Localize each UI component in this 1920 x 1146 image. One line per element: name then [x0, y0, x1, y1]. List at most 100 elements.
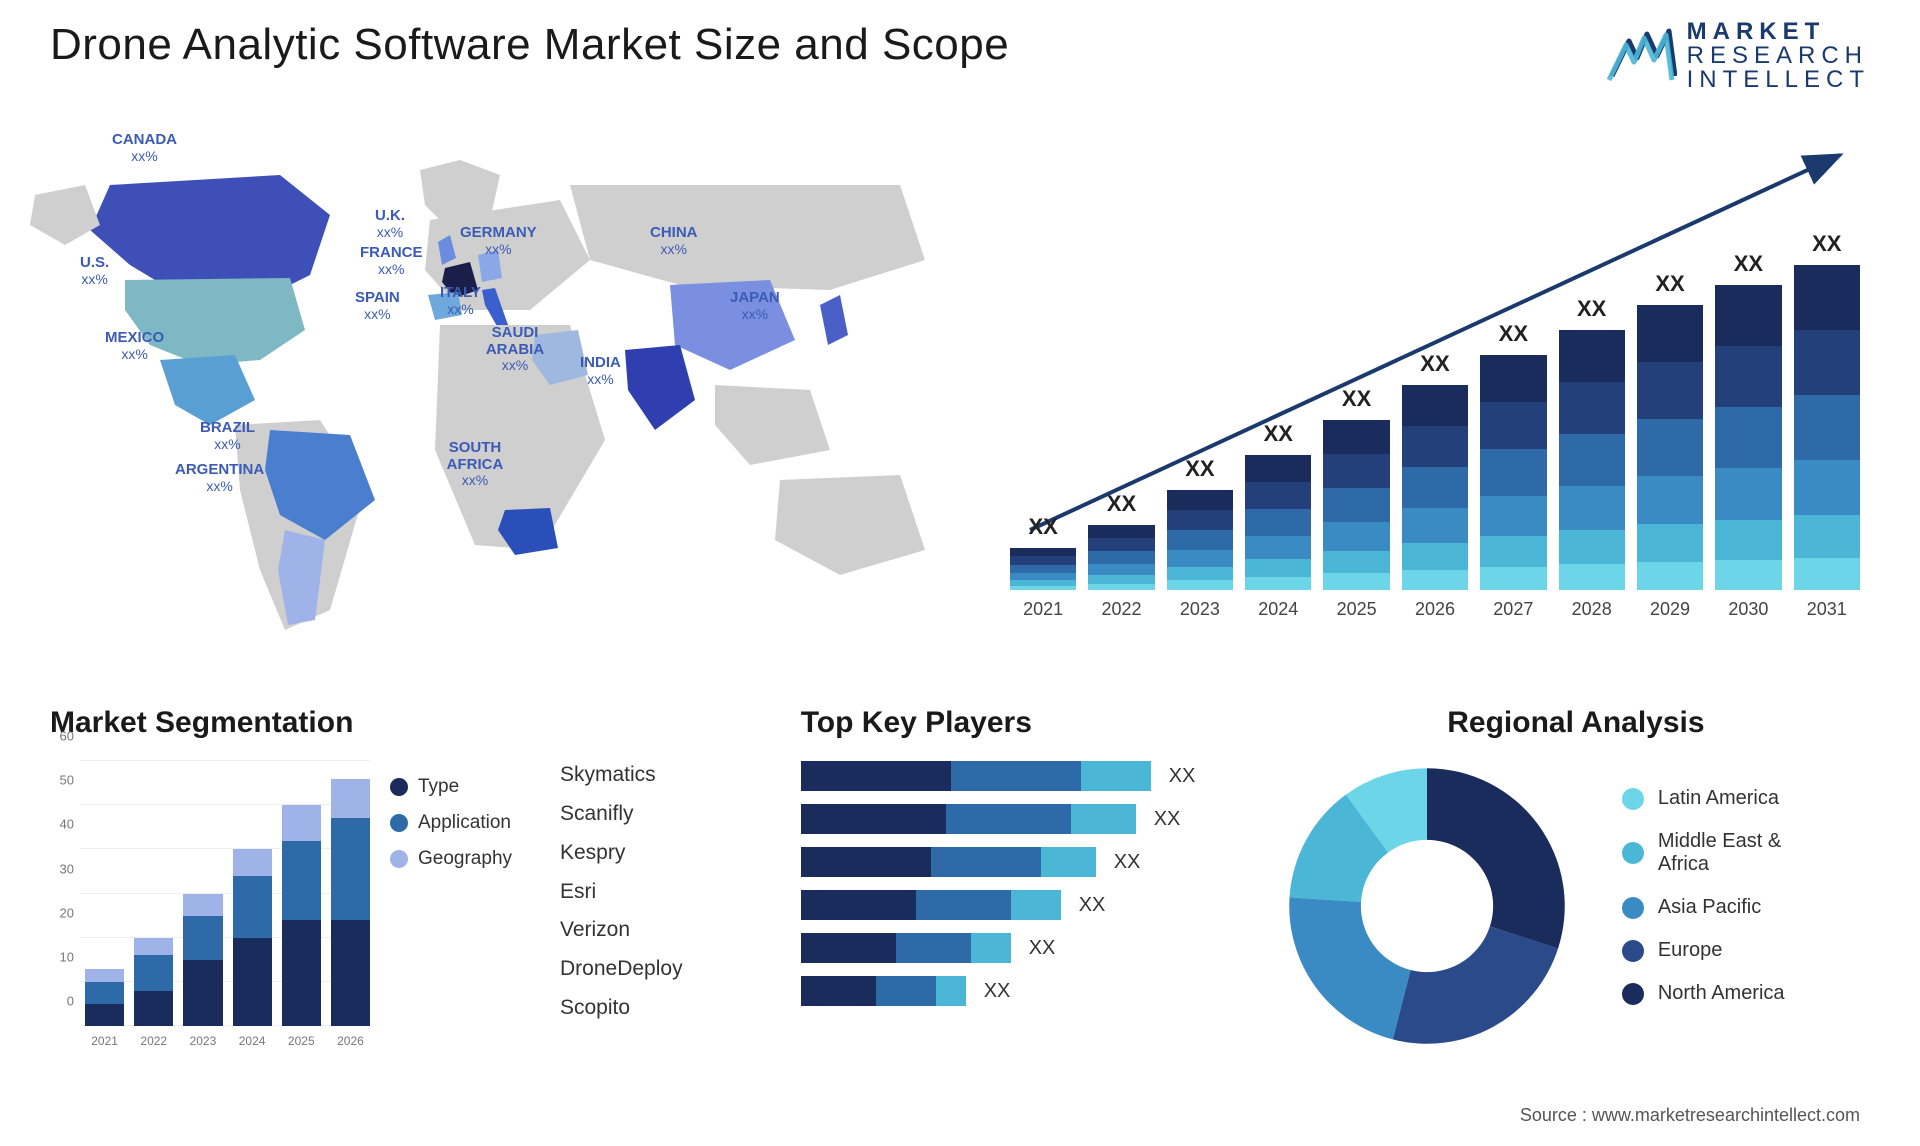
growth-value-label: XX: [1655, 271, 1684, 297]
player-value-label: XX: [1154, 808, 1181, 831]
growth-seg: [1715, 468, 1781, 520]
seg-ytick: 60: [60, 729, 74, 744]
key-players-chart: XXXXXXXXXXXX: [801, 761, 1281, 1006]
player-seg: [896, 933, 971, 963]
logo-line2: RESEARCH: [1687, 44, 1870, 68]
growth-bar-2024: XX2024: [1245, 455, 1311, 590]
player-bar-row: XX: [801, 890, 1281, 920]
growth-seg: [1245, 536, 1311, 559]
seg-ytick: 30: [60, 861, 74, 876]
map-label-brazil: BRAZILxx%: [200, 420, 255, 453]
growth-value-label: XX: [1342, 386, 1371, 412]
growth-value-label: XX: [1499, 321, 1528, 347]
map-label-china: CHINAxx%: [650, 225, 698, 258]
growth-bar-2021: XX2021: [1010, 548, 1076, 590]
seg-bar-2022: 2022: [134, 938, 173, 1026]
player-seg: [801, 890, 916, 920]
map-label-argentina: ARGENTINAxx%: [175, 462, 264, 495]
player-name: Esri: [560, 873, 683, 912]
growth-seg: [1088, 525, 1154, 538]
seg-seg: [233, 876, 272, 938]
growth-seg: [1167, 580, 1233, 590]
donut-legend-item: Latin America: [1622, 787, 1785, 810]
seg-legend-item: Type: [390, 776, 512, 798]
map-region-india: [625, 345, 695, 430]
growth-seg: [1402, 570, 1468, 591]
donut-slice-europe: [1393, 926, 1558, 1043]
player-name: Scanifly: [560, 795, 683, 834]
growth-seg: [1402, 543, 1468, 570]
player-seg: [1011, 890, 1061, 920]
player-seg: [936, 976, 966, 1006]
growth-seg: [1794, 395, 1860, 460]
seg-seg: [134, 938, 173, 956]
growth-seg: [1480, 355, 1546, 402]
growth-seg: [1794, 515, 1860, 557]
growth-seg: [1010, 573, 1076, 580]
donut-legend-item: North America: [1622, 982, 1785, 1005]
seg-seg: [134, 991, 173, 1026]
growth-seg: [1245, 455, 1311, 482]
seg-seg: [183, 894, 222, 916]
growth-seg: [1010, 548, 1076, 556]
growth-bar-2030: XX2030: [1715, 285, 1781, 590]
segmentation-legend: TypeApplicationGeography: [390, 776, 512, 884]
growth-seg: [1088, 575, 1154, 583]
seg-seg: [282, 805, 321, 840]
player-value-label: XX: [1029, 937, 1056, 960]
seg-xlabel: 2021: [85, 1034, 124, 1048]
growth-bar-2023: XX2023: [1167, 490, 1233, 590]
map-region-russia-gray: [570, 185, 925, 290]
growth-bar-2027: XX2027: [1480, 355, 1546, 590]
growth-seg: [1167, 567, 1233, 580]
players-list: SkymaticsScaniflyKespryEsriVerizonDroneD…: [560, 756, 683, 1028]
growth-seg: [1637, 419, 1703, 476]
growth-seg: [1010, 556, 1076, 564]
seg-xlabel: 2022: [134, 1034, 173, 1048]
logo-line1: MARKET: [1687, 20, 1870, 44]
map-label-u-k-: U.K.xx%: [375, 208, 405, 241]
map-label-germany: GERMANYxx%: [460, 225, 537, 258]
growth-bar-2029: XX2029: [1637, 305, 1703, 590]
growth-seg: [1323, 488, 1389, 522]
donut-legend-item: Asia Pacific: [1622, 896, 1785, 919]
growth-xlabel: 2027: [1493, 599, 1533, 620]
seg-ytick: 50: [60, 773, 74, 788]
player-seg: [801, 933, 896, 963]
seg-xlabel: 2023: [183, 1034, 222, 1048]
growth-seg: [1245, 577, 1311, 591]
player-seg: [931, 847, 1041, 877]
map-label-canada: CANADAxx%: [112, 132, 177, 165]
growth-seg: [1402, 467, 1468, 508]
seg-ytick: 0: [67, 994, 74, 1009]
growth-seg: [1637, 305, 1703, 362]
growth-seg: [1167, 490, 1233, 510]
growth-value-label: XX: [1420, 351, 1449, 377]
brand-logo: MARKET RESEARCH INTELLECT: [1607, 20, 1870, 92]
growth-seg: [1402, 426, 1468, 467]
seg-bar-2026: 2026: [331, 779, 370, 1026]
map-label-japan: JAPANxx%: [730, 290, 780, 323]
seg-seg: [282, 920, 321, 1026]
seg-ytick: 40: [60, 817, 74, 832]
seg-seg: [331, 818, 370, 920]
growth-seg: [1715, 407, 1781, 468]
growth-seg: [1088, 551, 1154, 564]
growth-seg: [1167, 550, 1233, 567]
map-region-seasia-gray: [715, 385, 830, 465]
map-label-spain: SPAINxx%: [355, 290, 400, 323]
player-bar-row: XX: [801, 761, 1281, 791]
growth-seg: [1637, 562, 1703, 591]
player-seg: [1071, 804, 1136, 834]
seg-seg: [134, 955, 173, 990]
growth-xlabel: 2025: [1337, 599, 1377, 620]
seg-bar-2023: 2023: [183, 894, 222, 1026]
seg-seg: [331, 920, 370, 1026]
source-text: Source : www.marketresearchintellect.com: [1520, 1105, 1860, 1126]
growth-seg: [1480, 536, 1546, 567]
map-region-japan: [820, 295, 848, 345]
player-seg: [801, 804, 946, 834]
growth-xlabel: 2026: [1415, 599, 1455, 620]
seg-ytick: 10: [60, 949, 74, 964]
growth-seg: [1715, 560, 1781, 591]
